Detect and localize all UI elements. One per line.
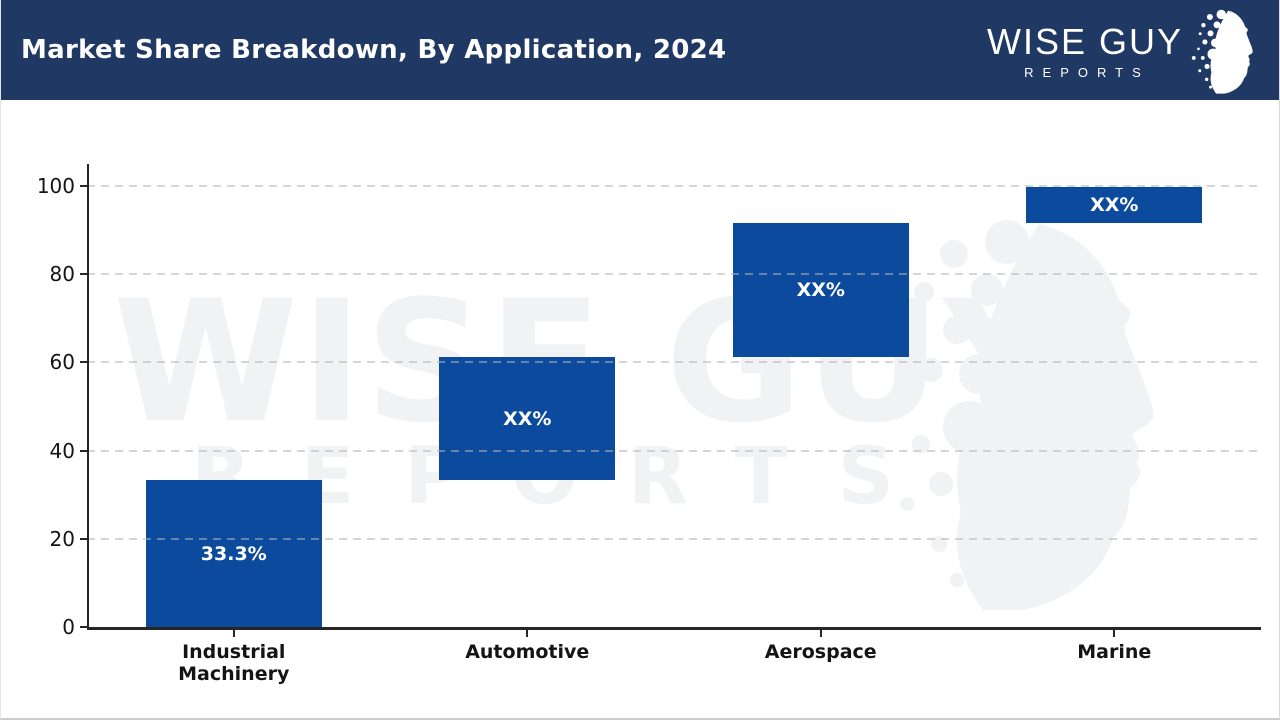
- logo-wordmark: WISE GUY: [986, 20, 1183, 62]
- gridline-40: [87, 449, 1261, 452]
- x-axis-tick-mark: [819, 630, 822, 637]
- bar-value-label-automotive: XX%: [503, 407, 552, 430]
- gridline-80: [87, 273, 1261, 276]
- gridline-100: [87, 185, 1261, 187]
- x-axis-category-label-automotive: Automotive: [465, 641, 590, 663]
- x-axis-tick-mark: [526, 630, 529, 637]
- logo-subtext: REPORTS: [1024, 64, 1150, 80]
- gridline-20: [87, 537, 1261, 540]
- y-axis-tick-label: 80: [49, 262, 75, 287]
- watermark-face-icon: [895, 220, 1154, 610]
- y-axis-tick-mark: [80, 273, 87, 276]
- x-axis-category-label-industrial-machinery: Industrial Machinery: [178, 641, 290, 685]
- y-axis-tick-mark: [80, 449, 87, 452]
- x-axis-category-label-aerospace: Aerospace: [764, 641, 877, 663]
- y-axis-tick-label: 100: [36, 174, 75, 198]
- y-axis-line: [87, 164, 89, 630]
- bar-aerospace: XX%: [732, 223, 909, 358]
- bar-automotive: XX%: [439, 357, 616, 481]
- y-axis-tick-mark: [80, 626, 87, 628]
- logo-text: WISE GUY REPORTS: [986, 20, 1183, 80]
- bar-value-label-aerospace: XX%: [796, 279, 845, 302]
- bar-value-label-industrial-machinery: 33.3%: [200, 542, 267, 565]
- y-axis-tick-label: 40: [49, 438, 75, 463]
- y-axis-tick-label: 60: [49, 350, 75, 375]
- bar-industrial-machinery: 33.3%: [145, 480, 322, 627]
- y-axis-tick-label: 0: [62, 615, 75, 639]
- x-axis-tick-mark: [232, 630, 235, 637]
- y-axis-tick-mark: [80, 537, 87, 540]
- wise-guy-logo: WISE GUY REPORTS: [987, 8, 1267, 94]
- y-axis-tick-label: 20: [49, 526, 75, 551]
- logo-face-icon: [1191, 9, 1253, 94]
- y-axis-tick-mark: [80, 185, 87, 187]
- page-title: Market Share Breakdown, By Application, …: [21, 35, 727, 65]
- x-axis-category-label-marine: Marine: [1077, 641, 1152, 663]
- y-axis-tick-mark: [80, 361, 87, 364]
- bar-value-label-marine: XX%: [1090, 194, 1139, 217]
- bar-marine: XX%: [1026, 187, 1203, 224]
- gridline-60: [87, 361, 1261, 364]
- x-axis-tick-mark: [1113, 630, 1116, 637]
- header-bar: Market Share Breakdown, By Application, …: [1, 0, 1279, 100]
- x-axis-line: [87, 627, 1261, 630]
